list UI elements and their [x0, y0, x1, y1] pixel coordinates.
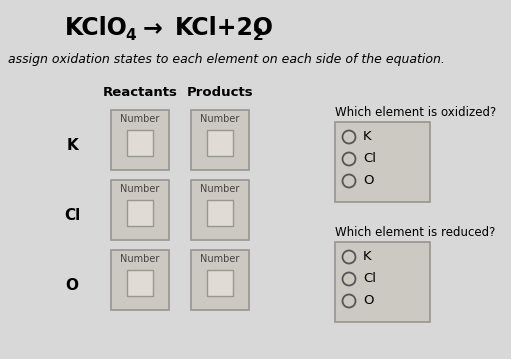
FancyBboxPatch shape [111, 110, 169, 170]
Text: Cl: Cl [363, 153, 376, 165]
Text: Products: Products [187, 87, 253, 99]
Text: →: → [143, 16, 162, 40]
Text: Cl: Cl [363, 272, 376, 285]
Text: Which element is oxidized?: Which element is oxidized? [335, 107, 496, 120]
Text: Number: Number [120, 254, 159, 264]
FancyBboxPatch shape [207, 200, 233, 226]
FancyBboxPatch shape [127, 130, 153, 156]
FancyBboxPatch shape [207, 270, 233, 296]
Text: K: K [363, 251, 371, 264]
Text: Number: Number [200, 114, 240, 124]
FancyBboxPatch shape [127, 270, 153, 296]
Text: 2: 2 [253, 28, 264, 42]
FancyBboxPatch shape [191, 110, 249, 170]
FancyBboxPatch shape [111, 250, 169, 310]
FancyBboxPatch shape [335, 122, 430, 202]
Text: assign oxidation states to each element on each side of the equation.: assign oxidation states to each element … [8, 53, 445, 66]
Text: Which element is reduced?: Which element is reduced? [335, 225, 495, 238]
Text: K: K [363, 131, 371, 144]
Text: O: O [65, 278, 79, 293]
FancyBboxPatch shape [191, 180, 249, 240]
Text: KCl+2O: KCl+2O [175, 16, 274, 40]
Text: Number: Number [120, 184, 159, 194]
FancyBboxPatch shape [207, 130, 233, 156]
Text: O: O [363, 174, 374, 187]
Text: O: O [363, 294, 374, 308]
Text: Number: Number [120, 114, 159, 124]
Text: Cl: Cl [64, 208, 80, 223]
Text: Reactants: Reactants [103, 87, 177, 99]
FancyBboxPatch shape [191, 250, 249, 310]
Text: 4: 4 [125, 28, 135, 42]
Text: Number: Number [200, 254, 240, 264]
FancyBboxPatch shape [111, 180, 169, 240]
Text: Number: Number [200, 184, 240, 194]
FancyBboxPatch shape [127, 200, 153, 226]
FancyBboxPatch shape [335, 242, 430, 322]
Text: K: K [66, 137, 78, 153]
Text: KClO: KClO [65, 16, 128, 40]
